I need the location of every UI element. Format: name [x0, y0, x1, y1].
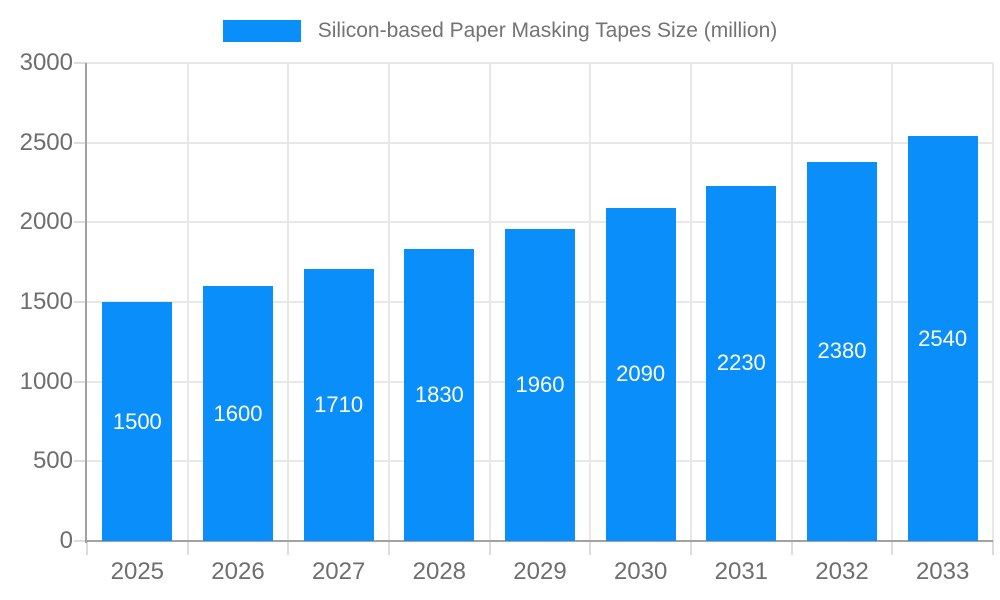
bar-value-label: 1600: [213, 400, 263, 426]
y-axis-line: [85, 63, 87, 543]
bar-value-label: 2380: [817, 338, 867, 364]
y-axis-label: 2500: [19, 128, 73, 156]
gridline-vertical: [589, 63, 592, 541]
y-tick-mark: [74, 62, 87, 64]
bar-value-label: 1830: [414, 382, 464, 408]
x-axis-label: 2031: [714, 558, 769, 585]
y-tick-mark: [74, 141, 87, 144]
legend-label: Silicon-based Paper Masking Tapes Size (…: [317, 19, 778, 42]
bar-value-label: 2540: [918, 325, 968, 351]
legend-item[interactable]: Silicon-based Paper Masking Tapes Size (…: [0, 16, 1000, 46]
y-axis-label: 0: [59, 527, 73, 554]
y-axis-label: 1500: [19, 288, 73, 315]
y-axis-label: 2000: [19, 208, 73, 236]
bar[interactable]: 2090: [605, 207, 676, 541]
x-axis-label: 2028: [412, 558, 467, 585]
gridline-vertical: [388, 63, 390, 541]
y-axis-label: 3000: [19, 49, 73, 76]
x-axis-label: 2026: [211, 558, 265, 585]
gridline-vertical: [992, 63, 994, 541]
y-tick-mark: [74, 221, 87, 224]
y-axis-label: 500: [32, 447, 73, 475]
x-tick-mark: [488, 541, 491, 555]
bar-value-label: 2230: [716, 350, 766, 376]
bar-value-label: 1710: [314, 391, 364, 417]
x-axis-label: 2027: [311, 558, 366, 585]
gridline-vertical: [891, 63, 894, 541]
x-tick-mark: [86, 541, 88, 555]
gridline-vertical: [690, 63, 692, 541]
gridline-vertical: [287, 63, 290, 541]
x-axis-label: 2032: [815, 558, 869, 585]
bar[interactable]: 1710: [303, 268, 374, 541]
x-tick-mark: [891, 541, 894, 555]
bar[interactable]: 2540: [907, 136, 978, 541]
x-tick-mark: [790, 541, 793, 555]
y-axis-label: 1000: [19, 367, 73, 395]
x-tick-mark: [690, 541, 692, 555]
bar[interactable]: 2230: [706, 185, 777, 541]
x-axis-label: 2029: [513, 558, 567, 585]
x-tick-mark: [589, 541, 592, 555]
bar-value-label: 1500: [112, 408, 162, 434]
gridline-vertical: [186, 63, 189, 541]
y-tick-mark: [74, 380, 87, 383]
x-axis-label: 2025: [110, 558, 165, 585]
x-tick-mark: [992, 541, 994, 555]
legend-swatch-icon: [222, 20, 301, 42]
y-tick-mark: [74, 460, 87, 463]
bar[interactable]: 1960: [505, 228, 575, 541]
x-axis-label: 2030: [613, 558, 668, 585]
x-tick-mark: [388, 541, 390, 555]
x-tick-mark: [287, 541, 290, 555]
x-axis-line: [85, 540, 993, 542]
gridline-vertical: [790, 63, 793, 541]
bar[interactable]: 1500: [102, 302, 173, 541]
x-axis-label: 2033: [915, 558, 970, 585]
bar[interactable]: 1830: [404, 249, 475, 541]
gridline-horizontal: [87, 62, 993, 64]
gridline-horizontal: [87, 141, 993, 144]
gridline-horizontal: [87, 221, 993, 224]
bar[interactable]: 1600: [203, 286, 273, 541]
bar-value-label: 1960: [515, 371, 565, 397]
gridline-vertical: [488, 63, 491, 541]
y-tick-mark: [74, 540, 87, 542]
bar[interactable]: 2380: [807, 161, 877, 541]
x-tick-mark: [186, 541, 189, 555]
y-tick-mark: [74, 301, 87, 303]
bar-value-label: 2090: [616, 361, 666, 387]
